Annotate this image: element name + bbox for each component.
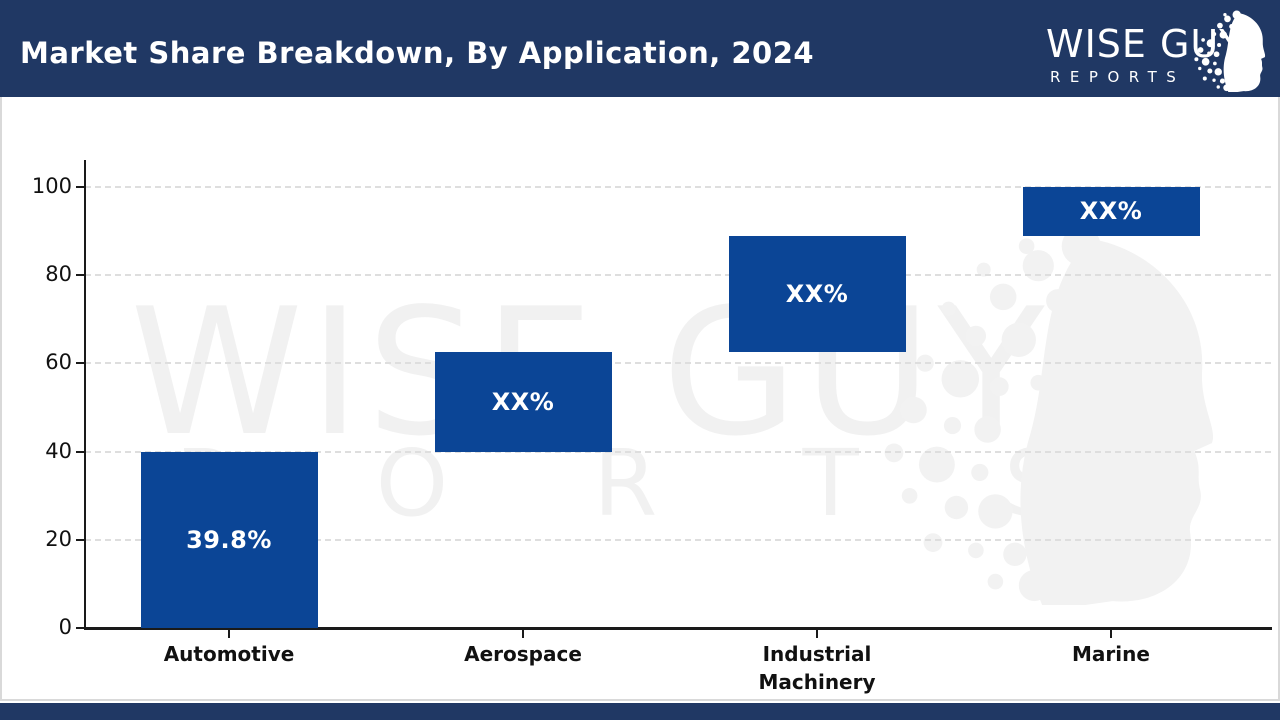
- y-axis-line: [84, 160, 86, 630]
- x-tick-mark: [522, 629, 524, 638]
- x-axis-line: [84, 627, 1272, 630]
- brand-logo: WISE GUY REPORTS: [1008, 6, 1266, 92]
- brand-sub-text: REPORTS: [1050, 68, 1186, 86]
- chart-title: Market Share Breakdown, By Application, …: [20, 36, 815, 70]
- header-band: Market Share Breakdown, By Application, …: [0, 0, 1280, 97]
- x-category-label: Industrial Machinery: [758, 642, 876, 694]
- y-tick-label: 60: [45, 350, 72, 375]
- y-tick-mark: [76, 538, 85, 541]
- bar-automotive: 39.8%: [140, 452, 318, 628]
- bar-value-label: XX%: [1079, 197, 1143, 226]
- y-tick-label: 20: [45, 526, 72, 551]
- wiseguy-head-icon: [1194, 10, 1266, 92]
- grid-line: [85, 186, 1271, 188]
- grid-line: [85, 362, 1271, 365]
- y-tick-label: 100: [31, 174, 72, 198]
- bar-value-label: XX%: [491, 388, 555, 417]
- y-tick-mark: [76, 186, 85, 188]
- footer-band: [0, 703, 1280, 720]
- grid-line: [85, 274, 1271, 277]
- x-category-label: Aerospace: [464, 642, 582, 666]
- grid-line: [85, 538, 1271, 541]
- bar-value-label: 39.8%: [186, 526, 272, 555]
- y-tick-mark: [76, 450, 85, 453]
- x-category-label: Marine: [1072, 642, 1150, 666]
- x-tick-mark: [1110, 629, 1112, 638]
- bar-marine: XX%: [1022, 187, 1200, 236]
- y-tick-label: 80: [45, 262, 72, 287]
- y-tick-mark: [76, 362, 85, 365]
- bar-industrial-machinery: XX%: [728, 235, 906, 353]
- bar-aerospace: XX%: [434, 352, 612, 453]
- x-category-label: Automotive: [163, 642, 295, 666]
- y-tick-mark: [76, 627, 85, 629]
- y-tick-mark: [76, 274, 85, 277]
- x-tick-mark: [816, 629, 818, 638]
- x-tick-mark: [228, 629, 230, 638]
- y-tick-label: 40: [45, 438, 72, 463]
- grid-line: [85, 450, 1271, 453]
- bar-value-label: XX%: [785, 279, 849, 308]
- y-tick-label: 0: [58, 615, 72, 639]
